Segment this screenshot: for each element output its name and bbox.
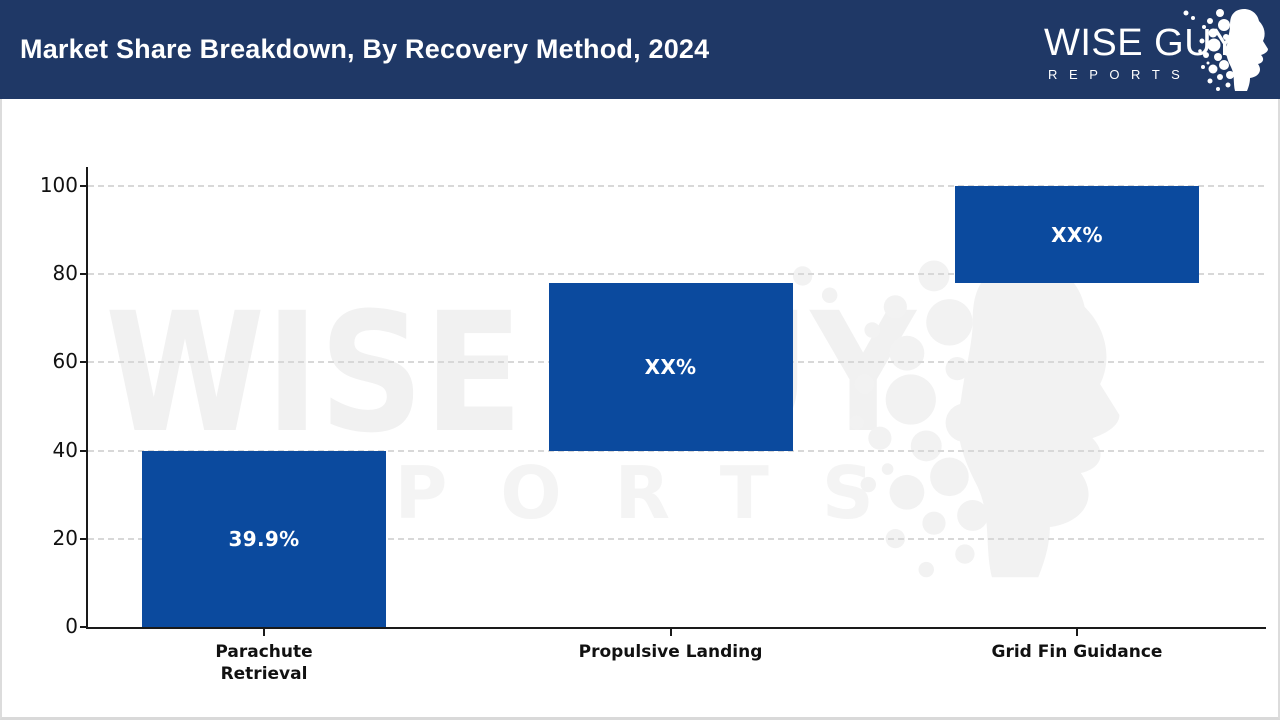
y-tick-label: 80 (52, 261, 78, 286)
chart-area: WISE GUY REPORTS 0 20 40 60 80 100 39.9% Parach… (0, 99, 1280, 720)
y-axis-line (86, 167, 88, 629)
bar-segment: 39.9% (142, 451, 386, 627)
x-tick-mark (1076, 629, 1078, 636)
y-tick-mark (80, 626, 88, 628)
x-category-label: Propulsive Landing (578, 642, 763, 662)
gridline (88, 537, 1264, 540)
bar-value-label: XX% (1051, 222, 1103, 247)
watermark-head-icon (792, 260, 1120, 578)
y-tick-label: 0 (65, 614, 78, 638)
x-tick-mark (263, 629, 265, 636)
bar-value-label: 39.9% (228, 527, 300, 551)
bar-segment: XX% (955, 186, 1199, 284)
y-tick-label: 20 (52, 525, 78, 550)
bar-segment: XX% (548, 283, 793, 452)
y-tick-mark (80, 185, 88, 187)
header-banner: Market Share Breakdown, By Recovery Meth… (0, 0, 1280, 99)
x-category-label: Grid Fin Guidance (991, 642, 1163, 662)
gridline (88, 273, 1264, 276)
y-tick-label: 100 (39, 173, 78, 197)
x-category-label: Parachute Retrieval (215, 642, 313, 685)
x-axis-line (86, 627, 1266, 629)
plot-region: WISE GUY REPORTS 0 20 40 60 80 100 39.9% Parach… (2, 99, 1278, 717)
x-tick-mark (669, 629, 672, 636)
wise-guy-reports-logo: WISE GUY R E P O R T S (1044, 9, 1268, 92)
y-tick-mark (80, 537, 88, 540)
y-tick-mark (80, 273, 88, 276)
y-tick-mark (80, 361, 88, 364)
y-tick-label: 40 (52, 437, 78, 462)
y-tick-mark (80, 449, 88, 452)
y-tick-label: 60 (52, 349, 78, 374)
chart-title: Market Share Breakdown, By Recovery Meth… (20, 34, 710, 64)
logo-subtext: R E P O R T S (1048, 67, 1184, 82)
gridline (88, 185, 1264, 187)
bar-value-label: XX% (644, 355, 697, 380)
dotted-head-icon (1183, 9, 1268, 92)
